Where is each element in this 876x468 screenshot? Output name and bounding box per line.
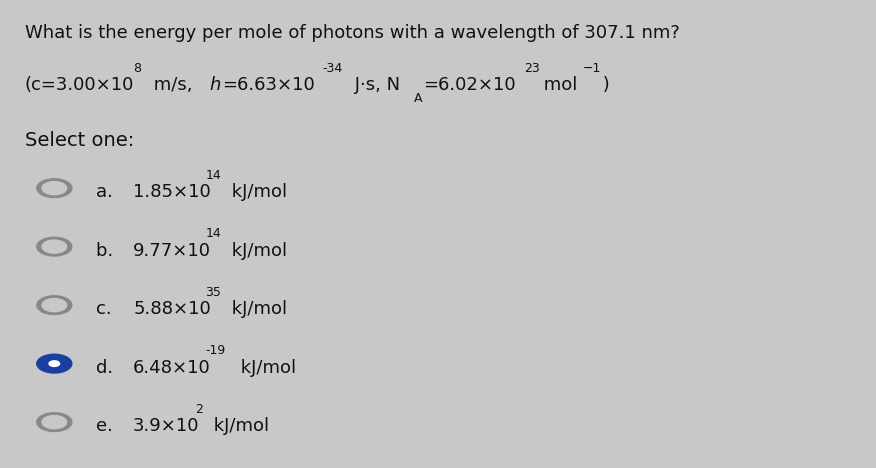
Text: kJ/mol: kJ/mol (208, 417, 269, 435)
Text: 6.48×10: 6.48×10 (133, 359, 211, 377)
Text: 14: 14 (205, 227, 221, 240)
Text: d.: d. (96, 359, 119, 377)
Circle shape (37, 413, 72, 431)
Text: 23: 23 (524, 62, 540, 75)
Text: 14: 14 (205, 168, 221, 182)
Circle shape (37, 354, 72, 373)
Text: -34: -34 (322, 62, 343, 75)
Text: −1: −1 (583, 62, 601, 75)
Text: 3.9×10: 3.9×10 (133, 417, 200, 435)
Text: kJ/mol: kJ/mol (235, 359, 296, 377)
Text: 1.85×10: 1.85×10 (133, 183, 211, 201)
Circle shape (42, 240, 67, 253)
Text: e.: e. (96, 417, 119, 435)
Text: a.: a. (96, 183, 119, 201)
Text: h: h (209, 76, 221, 94)
Text: m/s,: m/s, (148, 76, 198, 94)
Text: b.: b. (96, 242, 119, 260)
Text: 8: 8 (133, 62, 141, 75)
Circle shape (37, 237, 72, 256)
Text: =6.63×10: =6.63×10 (222, 76, 314, 94)
Text: A: A (413, 92, 422, 105)
Text: kJ/mol: kJ/mol (226, 183, 287, 201)
Text: (c=3.00×10: (c=3.00×10 (25, 76, 134, 94)
Circle shape (37, 296, 72, 314)
Text: 5.88×10: 5.88×10 (133, 300, 211, 318)
Circle shape (42, 299, 67, 312)
Circle shape (42, 182, 67, 195)
Text: c.: c. (96, 300, 117, 318)
Text: -19: -19 (205, 344, 226, 357)
Text: kJ/mol: kJ/mol (226, 242, 287, 260)
Circle shape (49, 361, 60, 366)
Text: ): ) (597, 76, 610, 94)
Text: Select one:: Select one: (25, 131, 134, 150)
Circle shape (37, 179, 72, 197)
Text: J·s, N: J·s, N (349, 76, 399, 94)
Text: kJ/mol: kJ/mol (226, 300, 287, 318)
Text: 35: 35 (205, 285, 222, 299)
Circle shape (42, 416, 67, 429)
Text: mol: mol (538, 76, 577, 94)
Text: =6.02×10: =6.02×10 (423, 76, 516, 94)
Text: 2: 2 (195, 402, 203, 416)
Text: What is the energy per mole of photons with a wavelength of 307.1 nm?: What is the energy per mole of photons w… (25, 24, 680, 42)
Text: 9.77×10: 9.77×10 (133, 242, 211, 260)
